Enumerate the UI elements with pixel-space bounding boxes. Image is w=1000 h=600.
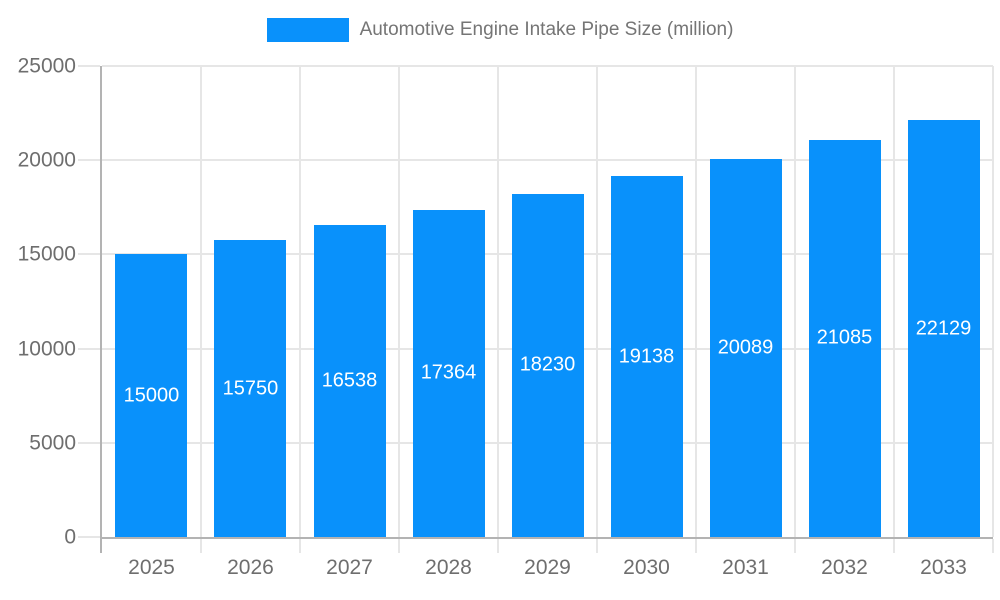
bar-value-label: 21085 <box>816 326 873 349</box>
bar[interactable]: 19138 <box>610 176 683 537</box>
x-axis-label: 2027 <box>326 556 373 579</box>
x-axis-tick <box>694 539 697 553</box>
x-axis-tick <box>794 539 796 553</box>
x-axis-label: 2030 <box>623 556 670 579</box>
gridline-vertical <box>794 66 796 537</box>
bar-value-label: 17364 <box>420 361 477 384</box>
bar[interactable]: 16538 <box>313 225 386 537</box>
gridline-vertical <box>893 66 895 537</box>
gridline-vertical <box>992 66 994 537</box>
legend-swatch-icon <box>266 18 349 42</box>
x-axis-tick <box>397 539 400 553</box>
y-axis-foot-tick <box>100 539 102 553</box>
gridline-vertical <box>497 66 499 537</box>
y-axis-tick <box>78 159 100 162</box>
x-axis-tick <box>596 539 598 553</box>
bar[interactable]: 22129 <box>907 120 980 537</box>
x-axis-label: 2032 <box>821 556 868 579</box>
y-axis-tick <box>78 441 100 444</box>
x-axis-tick <box>893 539 895 553</box>
bar-value-label: 15000 <box>123 384 180 407</box>
gridline-vertical <box>397 66 400 537</box>
x-axis-tick <box>200 539 202 553</box>
legend-label: Automotive Engine Intake Pipe Size (mill… <box>359 19 734 40</box>
x-axis-label: 2025 <box>128 556 175 579</box>
y-axis-tick <box>78 536 100 538</box>
x-axis-tick <box>992 539 994 553</box>
y-axis-tick <box>78 347 100 350</box>
bar[interactable]: 15000 <box>115 254 188 537</box>
x-axis-label: 2031 <box>722 556 769 579</box>
x-axis-label: 2028 <box>425 556 472 579</box>
gridline-vertical <box>596 66 598 537</box>
bar-value-label: 22129 <box>915 317 972 340</box>
x-axis-label: 2033 <box>920 556 967 579</box>
bar-value-label: 20089 <box>717 336 774 359</box>
x-axis-label: 2029 <box>524 556 571 579</box>
bar-value-label: 19138 <box>618 345 675 368</box>
x-axis-label: 2026 <box>227 556 274 579</box>
y-axis-label: 10000 <box>17 337 76 361</box>
chart-legend[interactable]: Automotive Engine Intake Pipe Size (mill… <box>0 18 1000 42</box>
y-axis-label: 0 <box>64 525 76 549</box>
bar-value-label: 18230 <box>519 353 576 376</box>
bar[interactable]: 21085 <box>808 139 881 537</box>
gridline-vertical <box>200 66 202 537</box>
gridline-vertical <box>299 66 301 537</box>
bar-value-label: 16538 <box>321 369 378 392</box>
plot-area: 0 5000 10000 15000 20000 25000 15000 2025 15750 2… <box>18 56 994 578</box>
bar-value-label: 15750 <box>222 377 279 400</box>
y-axis-label: 15000 <box>17 242 76 266</box>
x-axis-tick <box>299 539 301 553</box>
y-axis-label: 5000 <box>29 431 76 455</box>
bar[interactable]: 17364 <box>412 209 485 537</box>
gridline-horizontal <box>102 65 993 67</box>
gridline-vertical <box>694 66 697 537</box>
x-axis-tick <box>497 539 499 553</box>
y-axis-tick <box>78 65 100 67</box>
y-axis-label: 25000 <box>17 54 76 78</box>
bar[interactable]: 18230 <box>511 193 584 537</box>
bar[interactable]: 15750 <box>214 240 287 537</box>
y-axis-label: 20000 <box>17 148 76 172</box>
bar[interactable]: 20089 <box>709 158 782 537</box>
y-axis-tick <box>78 253 100 256</box>
gridline-horizontal <box>102 159 993 162</box>
